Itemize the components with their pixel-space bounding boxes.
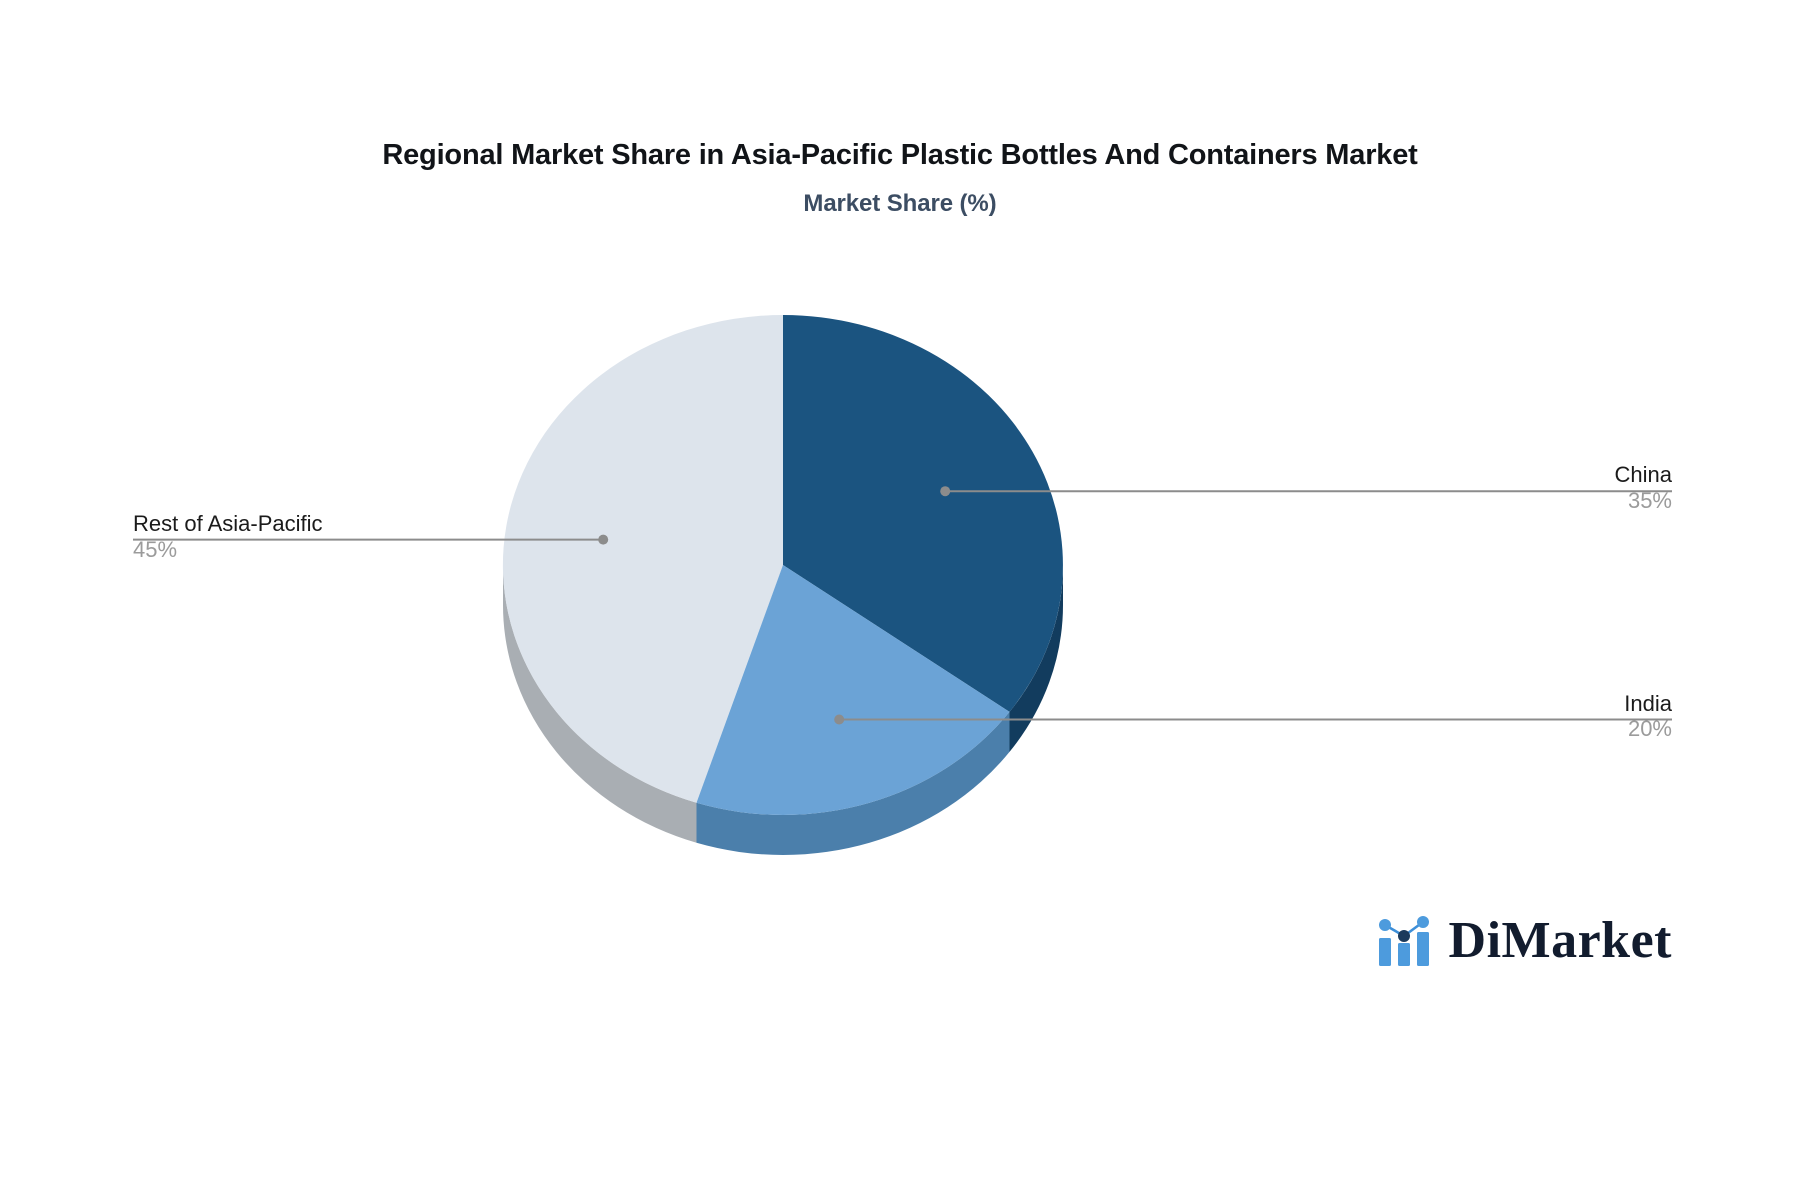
chart-title: Regional Market Share in Asia-Pacific Pl…	[382, 139, 1418, 171]
pie-label-india-category: India	[1624, 690, 1672, 716]
pie-slice-china[interactable]	[783, 315, 1063, 712]
brand-name: DiMarket	[1448, 912, 1672, 969]
chart-subtitle: Market Share (%)	[803, 190, 997, 217]
pie-label-rest-of-asia-pacific-category: Rest of Asia-Pacific	[133, 510, 323, 536]
leader-line-china	[940, 486, 1672, 497]
pie-side-india	[696, 711, 1010, 856]
pie-side-rest	[502, 565, 697, 843]
pie-label-china-category: China	[1614, 462, 1672, 488]
bar-chart-logo-icon	[1378, 916, 1429, 966]
pie-side-china	[1009, 565, 1063, 752]
leader-line-rest-of-asia-pacific	[133, 534, 609, 545]
pie-label-india: India 20%	[1624, 691, 1672, 743]
pie-label-rest-of-asia-pacific: Rest of Asia-Pacific 45%	[133, 511, 323, 563]
pie-label-india-value: 20%	[1627, 716, 1672, 742]
brand-logo: DiMarket	[1377, 914, 1672, 968]
pie-slice-rest-of-asia-pacific[interactable]	[502, 314, 783, 803]
pie-slice-india[interactable]	[696, 565, 1010, 816]
pie-label-rest-of-asia-pacific-value: 45%	[133, 536, 178, 562]
leader-line-india	[834, 714, 1672, 725]
pie-label-china: China 35%	[1615, 462, 1672, 514]
pie-label-china-value: 35%	[1627, 488, 1672, 514]
